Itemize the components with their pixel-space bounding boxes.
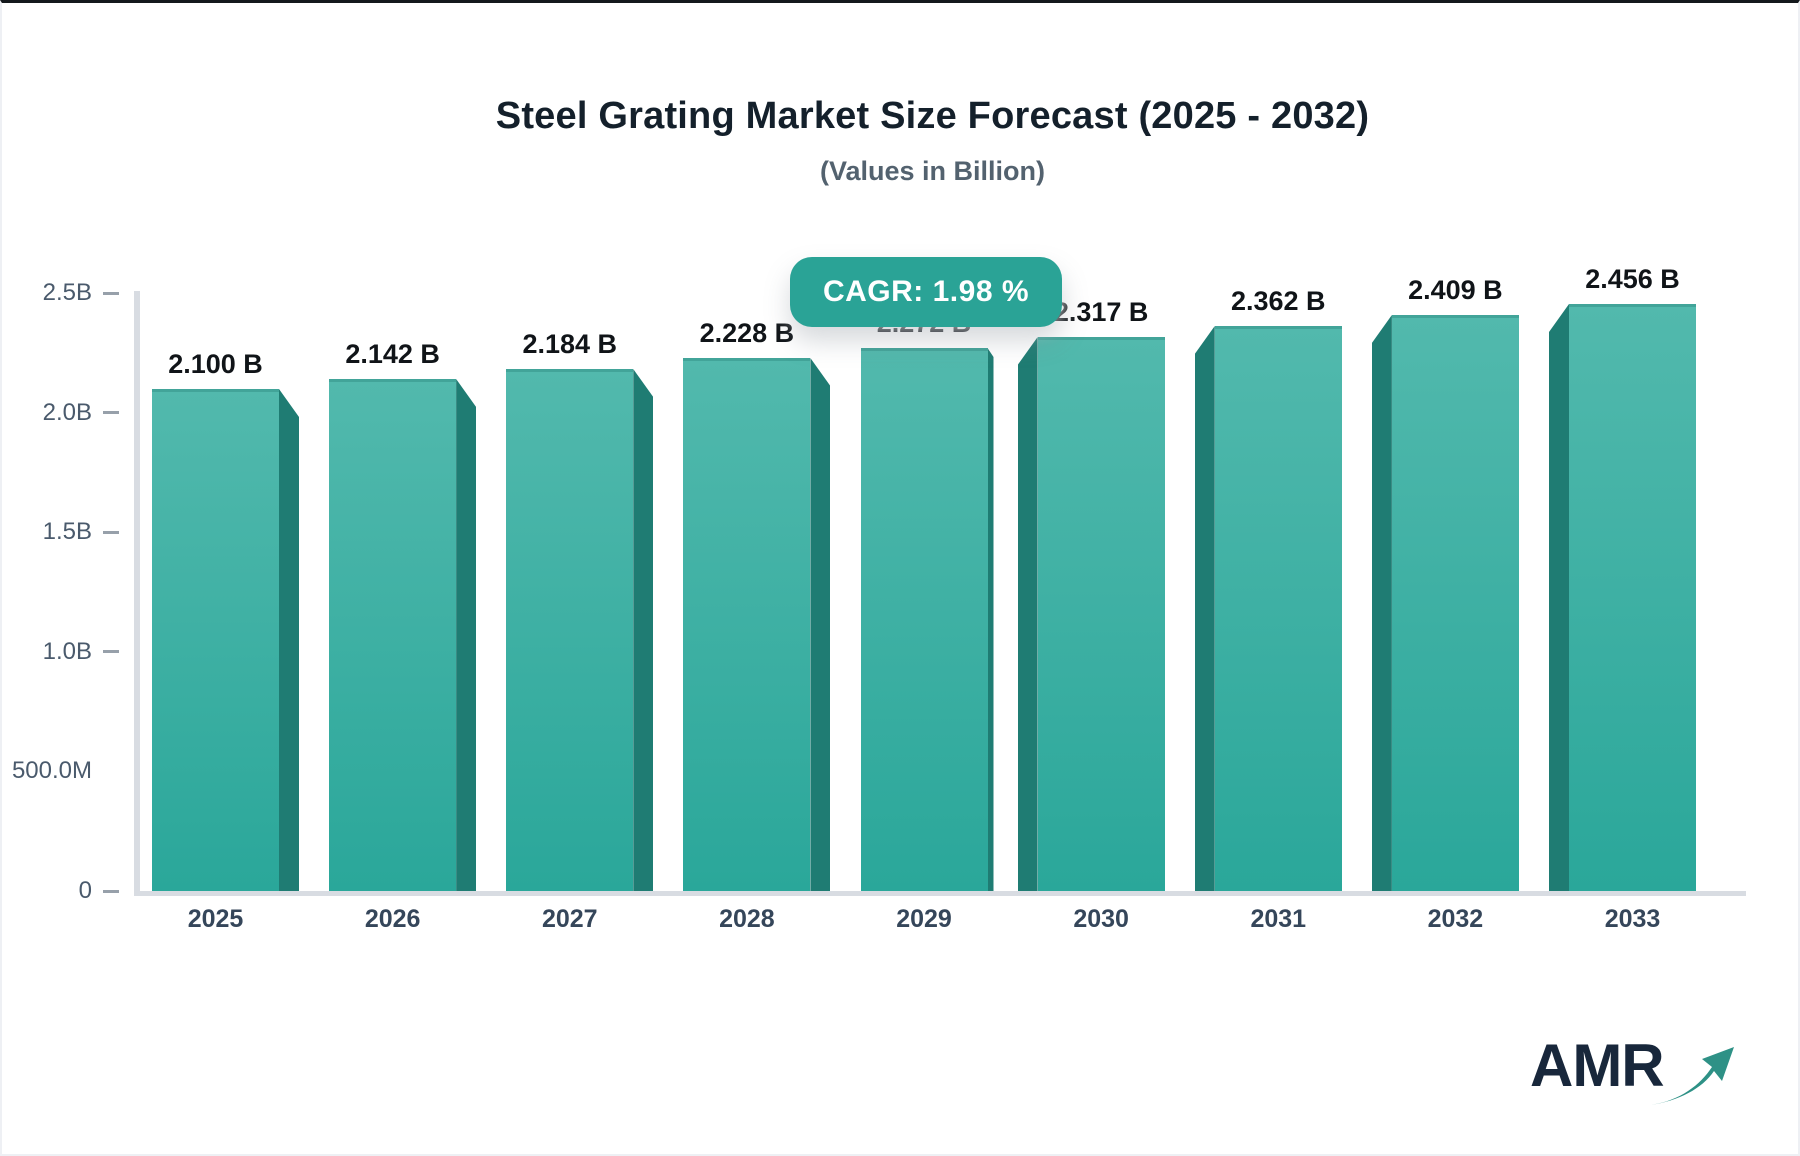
- bar-2028: [683, 358, 811, 891]
- x-tick-label: 2030: [1073, 905, 1129, 933]
- bar-2027: [506, 369, 634, 891]
- bar-value-label: 2.100 B: [168, 349, 263, 379]
- x-axis-line: [134, 891, 1746, 896]
- bar-side-shadow: [987, 348, 994, 891]
- x-tick-label: 2026: [364, 905, 421, 933]
- bar-2031: [1214, 326, 1342, 891]
- bar-2026: [329, 379, 457, 891]
- x-tick-label: 2025: [187, 905, 244, 933]
- bar-2030: [1037, 337, 1165, 891]
- bar-side-shadow: [1549, 304, 1569, 891]
- bar-side-shadow: [633, 369, 654, 891]
- x-tick-label: 2027: [541, 905, 598, 933]
- cagr-badge: CAGR: 1.98 %: [790, 257, 1062, 327]
- bar-side-shadow: [1371, 315, 1392, 891]
- amr-logo: AMR: [1530, 1031, 1734, 1115]
- bar-2029: [860, 348, 988, 891]
- trend-up-arrow-icon: [1650, 1047, 1734, 1105]
- bar-value-label: 2.184 B: [522, 329, 618, 359]
- y-axis-line: [134, 291, 140, 894]
- x-tick-label: 2031: [1250, 905, 1307, 933]
- chart-subtitle: (Values in Billion): [819, 156, 1046, 186]
- y-tick-label: 500.0M: [11, 757, 92, 785]
- chart-title: Steel Grating Market Size Forecast (2025…: [495, 95, 1370, 137]
- bar-value-label: 2.409 B: [1408, 275, 1503, 305]
- y-tick-mark: [103, 889, 119, 893]
- x-tick-label: 2028: [719, 905, 775, 933]
- y-tick-label: 2.5B: [42, 279, 92, 306]
- y-tick-label: 0: [78, 877, 92, 904]
- bar-side-shadow: [279, 389, 299, 891]
- bar-side-shadow: [810, 358, 831, 891]
- y-tick-mark: [103, 411, 119, 415]
- y-tick-label: 2.0B: [42, 398, 92, 426]
- x-tick-label: 2033: [1604, 905, 1661, 933]
- plot-area: 2.5B 2.0B 1.5B 1.0B 500.0M 0 2.100 B 2025 2.142 …: [2, 3, 1798, 1154]
- y-tick-label: 1.0B: [42, 637, 92, 665]
- bar-value-label: 2.317 B: [1053, 297, 1149, 327]
- bar-2025: [152, 389, 279, 891]
- bar-value-label: 2.142 B: [345, 339, 440, 369]
- x-tick-label: 2032: [1427, 905, 1484, 933]
- x-tick-label: 2029: [896, 905, 952, 933]
- logo-text: AMR: [1530, 1032, 1665, 1099]
- y-tick-mark: [103, 291, 119, 295]
- bar-value-label: 2.228 B: [699, 318, 795, 348]
- y-tick-mark: [103, 650, 119, 654]
- bar-2033: [1569, 304, 1696, 891]
- y-tick-label: 1.5B: [42, 518, 92, 546]
- chart-header: Steel Grating Market Size Forecast (2025…: [67, 95, 1798, 187]
- bar-value-label: 2.456 B: [1585, 264, 1680, 294]
- bar-side-shadow: [1194, 326, 1215, 891]
- bar-2032: [1391, 315, 1519, 891]
- bar-value-label: 2.362 B: [1230, 286, 1326, 316]
- y-tick-mark: [103, 530, 119, 534]
- bar-side-shadow: [1017, 337, 1038, 891]
- bar-side-shadow: [456, 379, 477, 891]
